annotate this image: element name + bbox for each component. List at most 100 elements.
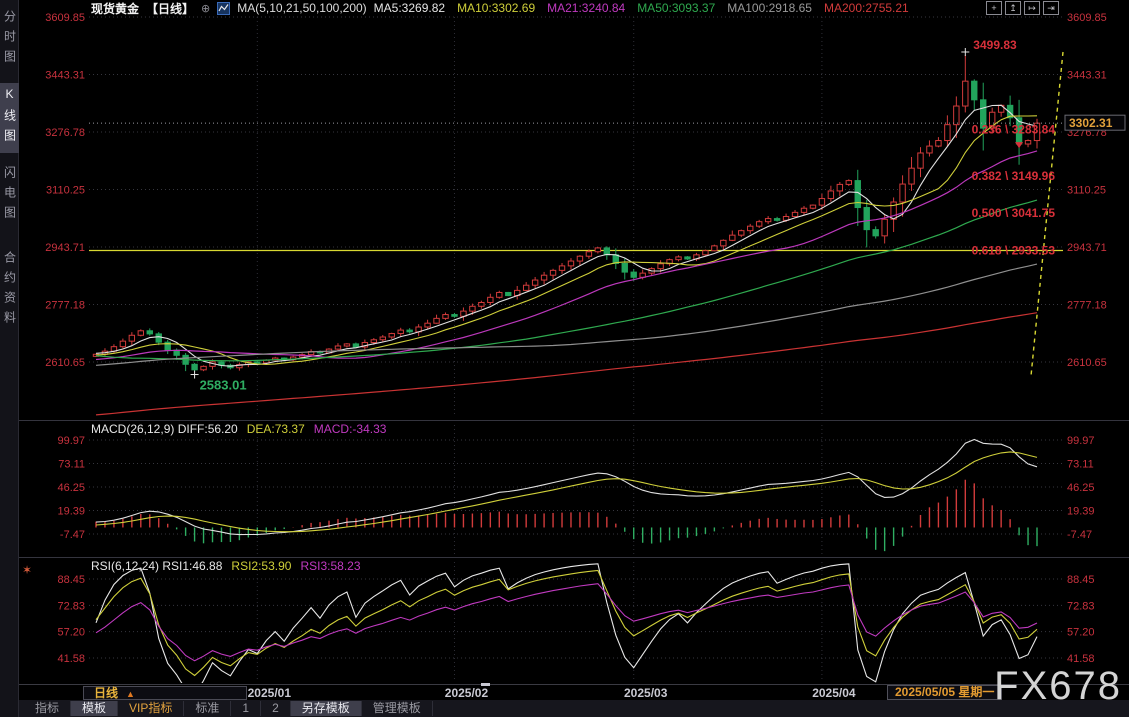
tab-1[interactable]: 1 (231, 701, 262, 716)
rsi-axis-label-left: 88.45 (57, 574, 85, 586)
candle (370, 339, 378, 344)
trend-dashed-line (1030, 51, 1064, 377)
macd-header: MACD(26,12,9) DIFF:56.20 DEA:73.37 MACD:-3… (91, 422, 386, 436)
ma-line-21 (95, 150, 1038, 361)
y-axis-label-right: 3609.85 (1067, 12, 1107, 24)
fib-label: 0.236 \ 3283.84 (972, 123, 1056, 137)
candle (397, 329, 404, 335)
candle (1006, 104, 1014, 119)
rsi-axis-label-left: 41.58 (57, 653, 85, 665)
candle (836, 183, 844, 192)
candle (352, 343, 360, 348)
candle (487, 296, 494, 303)
y-axis-label-left: 3110.25 (46, 184, 85, 196)
chart-area: 现货黄金 【日线】 ⊕ MA(5,10,21,50,100,200) MA5:3… (19, 0, 1129, 717)
candle (657, 263, 664, 270)
candle (988, 111, 996, 129)
candle (549, 269, 557, 276)
sidebar-item-lightning-chart[interactable]: 闪电图 (2, 166, 17, 226)
ma-legend: MA5:3269.82 MA10:3302.69 MA21:3240.84 MA50:… (374, 1, 909, 15)
scale-x-axis-icon[interactable]: ↦ (1024, 1, 1040, 15)
indicator-star-icon[interactable]: ✶ (22, 563, 33, 577)
candle (881, 218, 888, 237)
ma-legend-item: MA5:3269.82 (373, 1, 446, 15)
rsi-panel[interactable]: ✶ RSI(6,12,24) RSI1:46.88 RSI2:53.90 RSI3:… (19, 557, 1129, 684)
candle (738, 230, 745, 236)
macd-panel[interactable]: MACD(26,12,9) DIFF:56.20 DEA:73.37 MACD:-3… (19, 420, 1129, 557)
sidebar-item-kline-chart[interactable]: K线图 (0, 83, 19, 153)
main-price-panel[interactable]: 3609.85 3609.85 3443.31 3443.31 3276.78 3276.… (19, 12, 1129, 420)
candle (478, 301, 485, 307)
candle (146, 330, 153, 335)
candle (899, 183, 906, 203)
candle (773, 218, 781, 221)
candle (800, 207, 808, 213)
candle (442, 314, 449, 319)
pop-out-icon[interactable]: ⇥ (1043, 1, 1059, 15)
candle (540, 274, 548, 281)
ma-line-100 (95, 263, 1038, 366)
diff-line (95, 438, 1038, 536)
candle (953, 105, 960, 126)
candle (334, 345, 342, 350)
candle (747, 225, 754, 232)
macd-axis-label-left: 19.39 (57, 506, 85, 518)
ma-formula-label: MA(5,10,21,50,100,200) (237, 1, 367, 15)
sidebar: 分时图 K线图 闪电图 合约资料 (0, 0, 19, 717)
candle (729, 234, 736, 241)
tab-save-template[interactable]: 另存模板 (290, 701, 362, 716)
add-indicator-icon[interactable]: ⊕ (201, 2, 211, 15)
tab-indicators[interactable]: 指标 (24, 701, 72, 716)
fib-label: 0.500 \ 3041.75 (972, 206, 1056, 220)
candle (200, 365, 207, 371)
candle (128, 334, 136, 342)
current-price-value: 3302.31 (1069, 116, 1113, 130)
macd-axis-label-right: 99.97 (1067, 435, 1095, 447)
period-selector[interactable]: 日线 ▲ (83, 686, 247, 700)
panel-header-value: RSI2:53.90 (231, 559, 292, 573)
macd-axis-label-left: 46.25 (57, 482, 85, 494)
scale-y-axis-icon[interactable]: ↥ (1005, 1, 1021, 15)
y-axis-label-left: 3609.85 (45, 12, 85, 24)
ma-legend-item: MA200:2755.21 (823, 1, 909, 15)
rsi-axis-label-right: 88.45 (1067, 574, 1095, 586)
sidebar-item-contract-info[interactable]: 合约资料 (2, 251, 17, 331)
candle (630, 271, 637, 278)
macd-axis-label-right: 73.11 (1067, 459, 1094, 471)
y-axis-label-left: 3276.78 (45, 127, 85, 139)
period-selector-label: 日线 (94, 686, 119, 700)
window-controls: + ↥ ↦ ⇥ (986, 1, 1059, 15)
tab-standard[interactable]: 标准 (184, 701, 232, 716)
chevron-up-icon: ▲ (126, 689, 135, 699)
watermark: FX678 (994, 664, 1122, 708)
candle (809, 204, 817, 209)
candle (236, 364, 243, 369)
ma-legend-item: MA21:3240.84 (547, 1, 626, 15)
sidebar-item-timeshare-chart[interactable]: 分时图 (2, 10, 17, 70)
ma-legend-item: MA50:3093.37 (637, 1, 716, 15)
divider-handle-icon[interactable] (481, 683, 490, 686)
candle (424, 322, 431, 328)
candle (594, 247, 602, 253)
high-price-label: 3499.83 (973, 38, 1017, 52)
candle (980, 99, 987, 129)
ma-legend-item: MA100:2918.65 (727, 1, 812, 15)
tab-template[interactable]: 模板 (71, 701, 119, 716)
candle (469, 305, 476, 312)
rsi-axis-label-right: 57.20 (1067, 627, 1095, 639)
chart-header: 现货黄金 【日线】 ⊕ MA(5,10,21,50,100,200) MA5:3… (19, 0, 1129, 16)
candle (155, 333, 162, 343)
macd-axis-label-left: 99.97 (57, 435, 85, 447)
current-price-box (1064, 114, 1126, 131)
fib-label: 0.618 \ 2933.53 (972, 244, 1056, 258)
dea-line (95, 451, 1038, 533)
tab-2[interactable]: 2 (261, 701, 291, 716)
candle (702, 250, 709, 256)
candle (576, 255, 584, 262)
tab-manage-template[interactable]: 管理模板 (362, 701, 433, 716)
chart-type-icon[interactable] (217, 1, 231, 15)
pan-crosshair-icon[interactable]: + (986, 1, 1002, 15)
candle (585, 251, 593, 257)
tab-vip-indicators[interactable]: VIP指标 (118, 701, 185, 716)
